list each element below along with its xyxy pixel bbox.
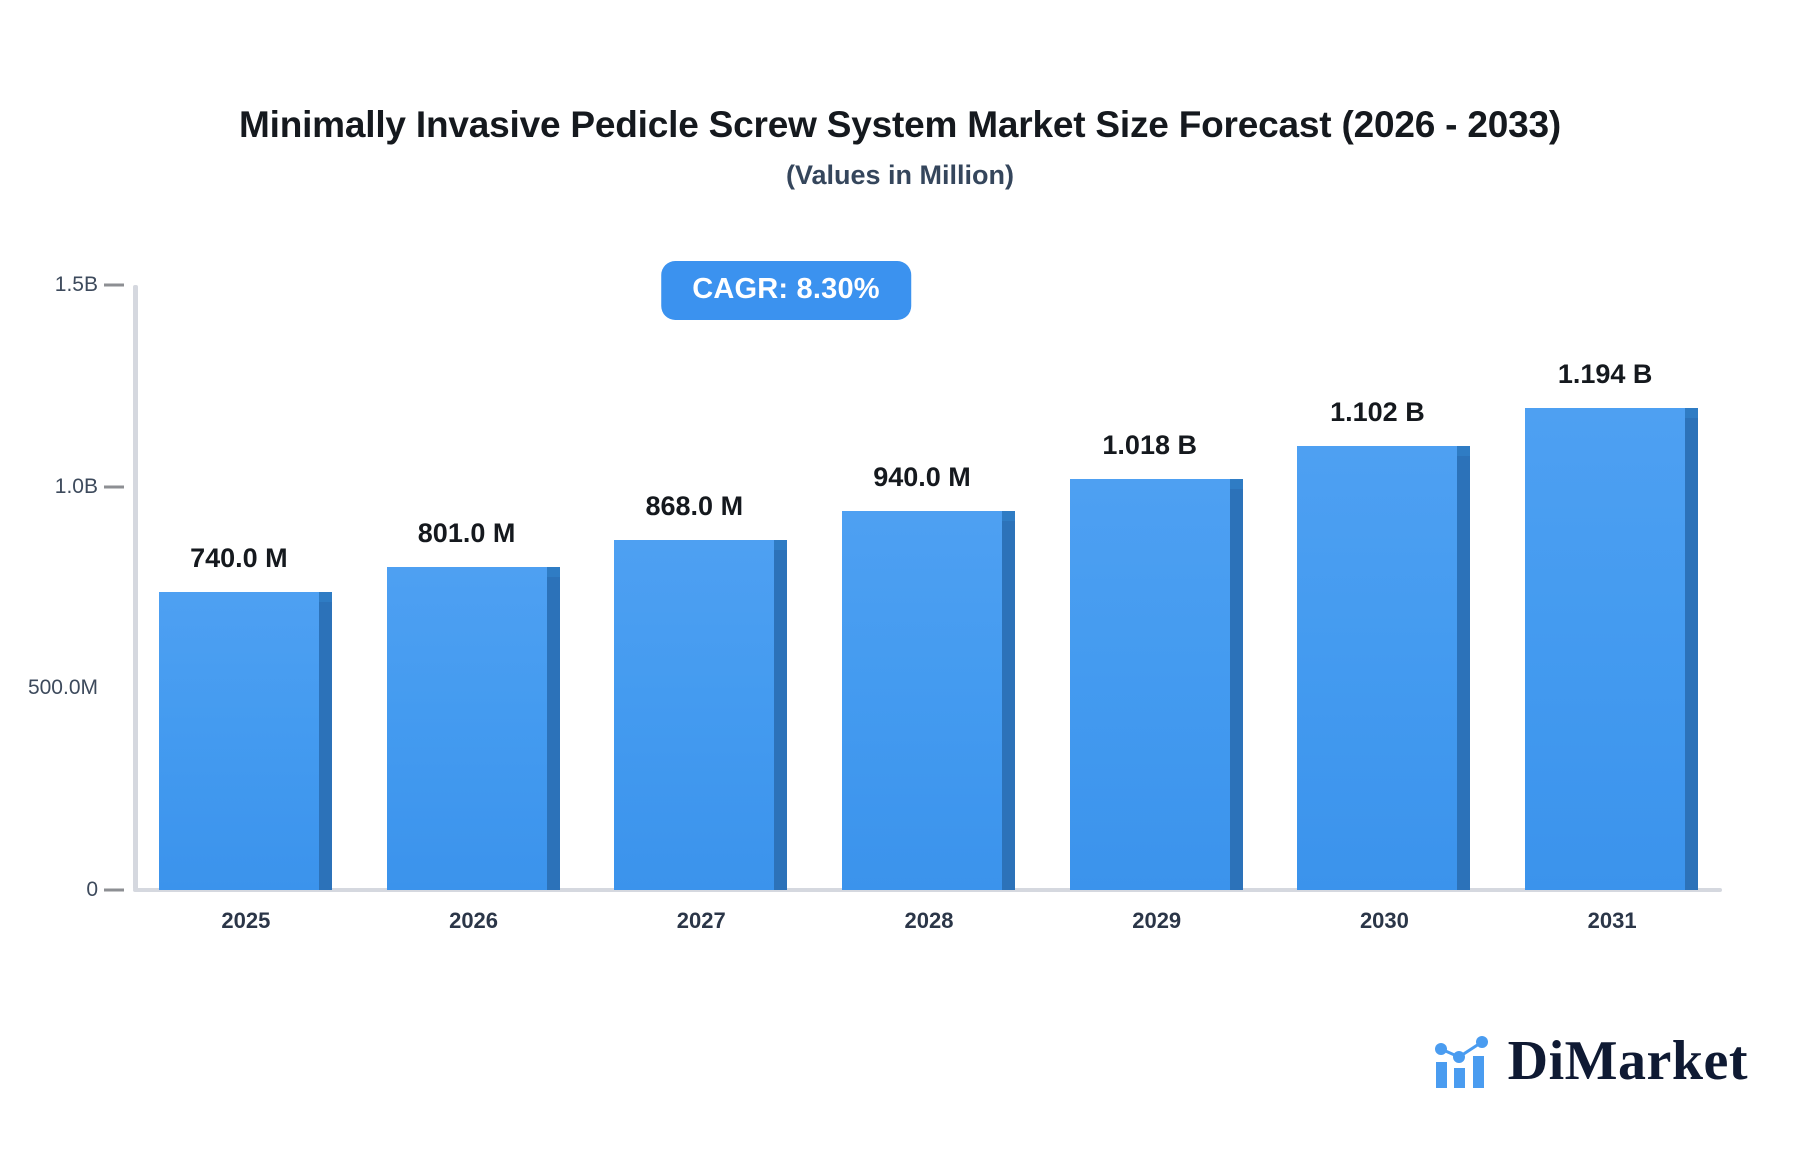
y-axis-tick-dash — [104, 888, 124, 892]
bar-side-face — [546, 576, 560, 890]
bar-front-face — [158, 591, 319, 890]
page-title: Minimally Invasive Pedicle Screw System … — [239, 104, 1561, 145]
bar-side-face — [318, 601, 332, 890]
x-axis-line — [133, 888, 1722, 892]
bar-top-face — [1685, 408, 1699, 419]
bar-side-face — [1457, 455, 1471, 890]
cagr-badge: CAGR: 8.30% — [661, 261, 911, 320]
bar[interactable]: 1.102 B — [1297, 285, 1471, 890]
bar-side-face — [1685, 418, 1699, 890]
y-axis-tick-dash — [104, 485, 124, 489]
bar[interactable]: 740.0 M — [158, 285, 332, 890]
bar-value-label: 940.0 M — [873, 461, 971, 492]
bar-top-face — [1229, 479, 1243, 490]
bar[interactable]: 940.0 M — [842, 285, 1015, 890]
bar-value-label: 868.0 M — [645, 490, 744, 521]
y-axis-tick-label: 1.5B — [54, 273, 98, 296]
plot-area: 740.0 M 801.0 M 868.0 M 940.0 M 1.018 B 1.102… — [133, 285, 1727, 890]
bar[interactable]: 1.194 B — [1525, 285, 1699, 890]
y-axis-tick-dash — [104, 283, 124, 287]
bar[interactable]: 868.0 M — [614, 285, 788, 890]
x-axis-tick-label: 2026 — [449, 908, 499, 933]
bar-value-label: 1.102 B — [1330, 396, 1425, 427]
x-axis-tick-label: 2030 — [1359, 908, 1409, 933]
logo: DiMarket — [1432, 1032, 1748, 1090]
bar-value-label: 801.0 M — [417, 517, 516, 548]
x-axis-tick-label: 2028 — [904, 908, 954, 933]
bar-front-face — [1069, 479, 1230, 890]
bar-front-face — [1297, 445, 1458, 890]
y-axis-tick-label: 0 — [86, 878, 98, 901]
bar-chart-logo-icon — [1434, 1036, 1488, 1088]
bar-top-face — [318, 591, 332, 602]
bar[interactable]: 801.0 M — [386, 285, 560, 890]
bar-value-label: 1.018 B — [1102, 430, 1197, 461]
y-axis-tick-label: 500.0M — [27, 676, 98, 700]
bar-top-face — [774, 539, 788, 550]
bar-top-face — [1002, 510, 1015, 521]
bar-value-label: 740.0 M — [190, 542, 288, 573]
bar-front-face — [1525, 408, 1686, 890]
chart-subtitle: (Values in Million) — [785, 160, 1015, 190]
y-axis-line — [133, 285, 138, 890]
x-axis-tick-label: 2025 — [221, 908, 271, 933]
bar-side-face — [774, 549, 788, 890]
y-axis-tick-label: 1.0B — [54, 474, 98, 498]
x-axis-tick-label: 2029 — [1132, 908, 1182, 933]
bar-value-label: 1.194 B — [1557, 359, 1653, 390]
bar-top-face — [546, 566, 560, 577]
bar-front-face — [614, 539, 775, 890]
bar-front-face — [842, 510, 1002, 890]
bar-side-face — [1229, 489, 1243, 890]
bar-front-face — [386, 566, 547, 890]
bar-side-face — [1002, 520, 1015, 890]
bar[interactable]: 1.018 B — [1069, 285, 1243, 890]
bar-top-face — [1457, 445, 1471, 456]
x-axis-tick-label: 2027 — [676, 908, 726, 933]
x-axis-tick-label: 2031 — [1587, 908, 1637, 933]
logo-text: DiMarket — [1507, 1030, 1748, 1092]
